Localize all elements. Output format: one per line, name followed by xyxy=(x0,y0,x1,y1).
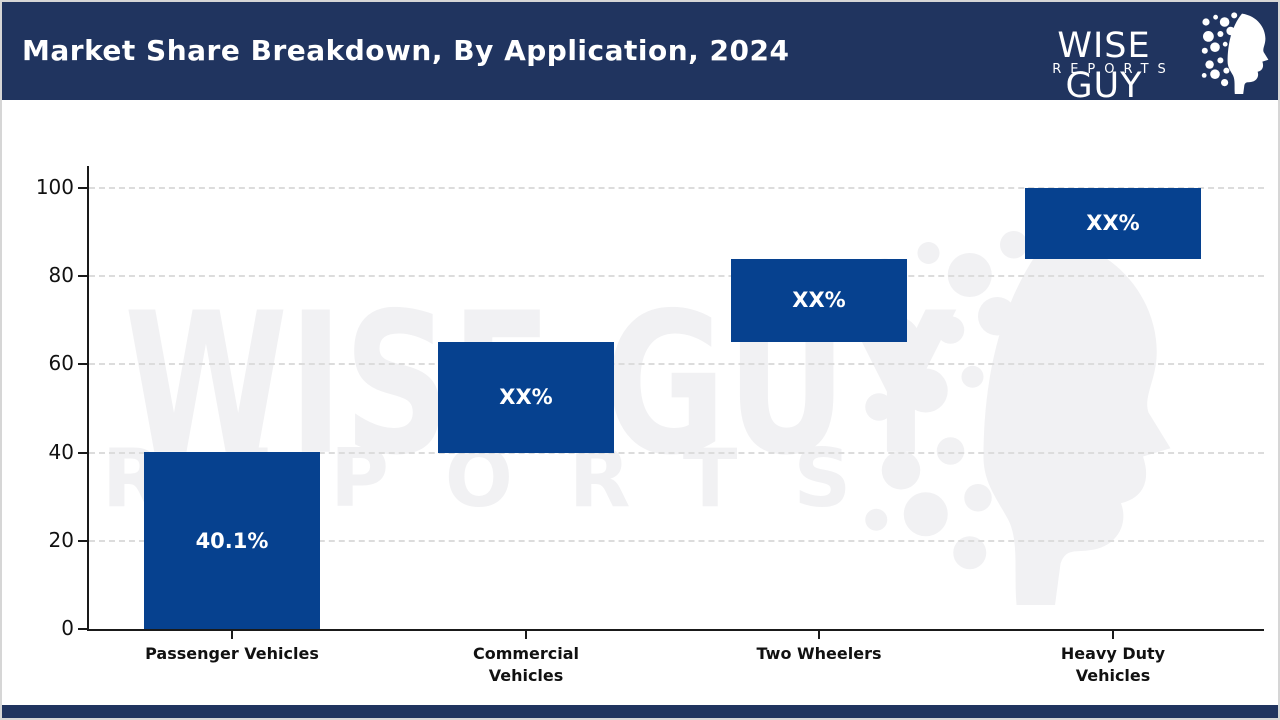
y-axis-tick xyxy=(78,628,87,630)
x-axis-category-line: Vehicles xyxy=(488,665,564,685)
x-axis-category-label: Heavy Duty Vehicles xyxy=(993,643,1233,686)
bar-heavy-duty-vehicles: XX% xyxy=(1025,188,1201,259)
x-axis-tick xyxy=(525,631,527,639)
y-axis-tick xyxy=(78,363,87,366)
x-axis-category-line: Heavy Duty xyxy=(1060,644,1166,663)
bar-value-label: XX% xyxy=(499,385,553,410)
page-title: Market Share Breakdown, By Application, … xyxy=(22,34,790,67)
y-axis xyxy=(87,166,89,631)
x-axis-category-line: Commercial xyxy=(472,644,580,663)
y-axis-tick xyxy=(78,275,87,278)
bar-value-label: 40.1% xyxy=(195,528,269,553)
logo-head-dots-icon xyxy=(1200,10,1272,94)
y-axis-tick xyxy=(78,539,87,542)
footer-bar xyxy=(2,705,1278,718)
y-axis-tick-label: 0 xyxy=(61,616,74,640)
bar-passenger-vehicles: 40.1% xyxy=(144,452,320,629)
bar-commercial-vehicles: XX% xyxy=(438,342,614,453)
gridline xyxy=(89,451,1264,454)
header-bar: Market Share Breakdown, By Application, … xyxy=(2,2,1278,106)
gridline xyxy=(89,363,1264,366)
x-axis-tick xyxy=(818,631,820,639)
x-axis-category-label: Passenger Vehicles xyxy=(112,643,352,665)
gridline xyxy=(89,187,1264,189)
x-axis-category-line: Passenger Vehicles xyxy=(145,644,319,663)
gridline xyxy=(89,539,1264,542)
y-axis-tick-label: 80 xyxy=(48,263,74,288)
y-axis-tick-label: 40 xyxy=(48,439,74,464)
y-axis-tick-label: 60 xyxy=(48,351,74,376)
wiseguy-logo: WISE GUY REPORTS xyxy=(1018,6,1268,106)
x-axis-category-label: Commercial Vehicles xyxy=(406,643,646,686)
x-axis-category-line: Vehicles xyxy=(1075,665,1151,685)
x-axis xyxy=(87,629,1264,631)
y-axis-tick-label: 100 xyxy=(35,175,74,199)
x-axis-tick xyxy=(231,631,233,639)
y-axis-tick xyxy=(78,451,87,454)
bar-value-label: XX% xyxy=(1086,211,1140,236)
gridline xyxy=(89,275,1264,278)
y-axis-tick xyxy=(78,187,87,189)
x-axis-category-label: Two Wheelers xyxy=(699,643,939,665)
logo-text-wise-guy: WISE GUY xyxy=(1057,26,1151,106)
y-axis-tick-label: 20 xyxy=(48,527,74,552)
x-axis-category-line: Two Wheelers xyxy=(756,644,882,663)
bar-two-wheelers: XX% xyxy=(731,258,907,343)
logo-text-reports: REPORTS xyxy=(1052,62,1175,77)
x-axis-tick xyxy=(1112,631,1114,639)
bar-value-label: XX% xyxy=(792,288,846,313)
